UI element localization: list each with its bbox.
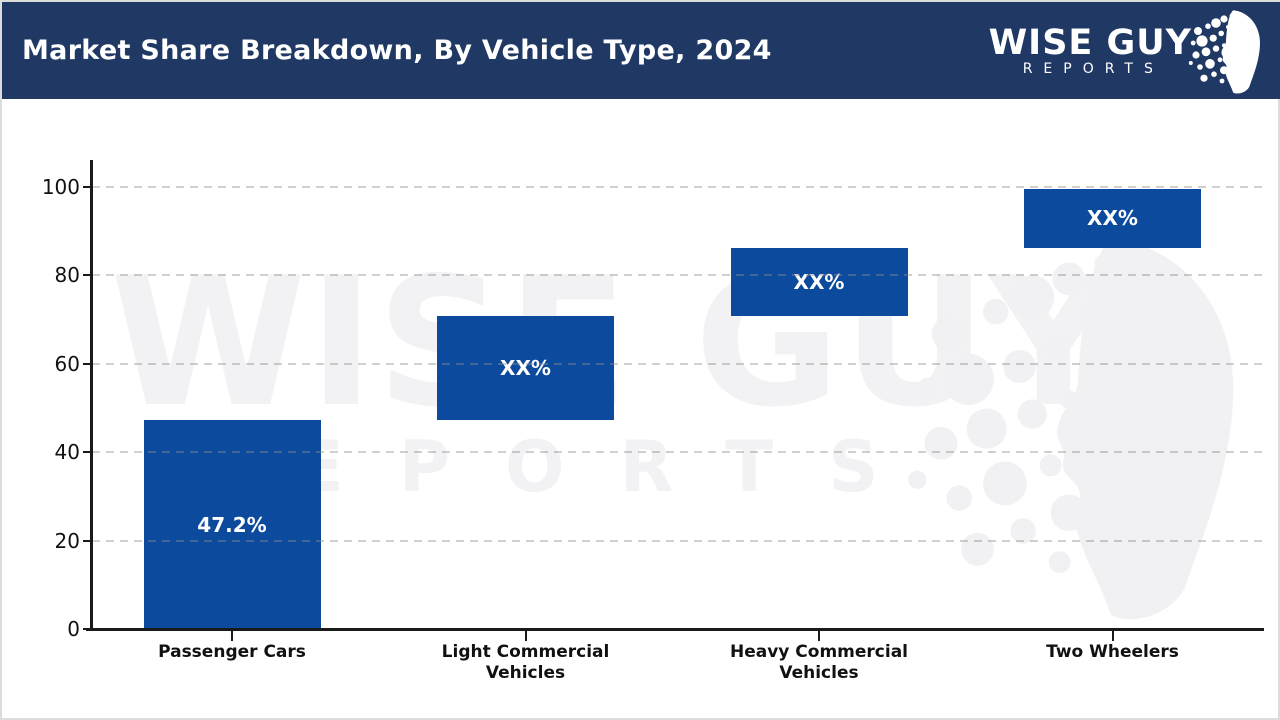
waterfall-bar: 47.2% xyxy=(143,420,321,629)
watermark-head-icon xyxy=(908,238,1234,620)
waterfall-bar: XX% xyxy=(1024,188,1201,248)
y-axis-tick-label: 60 xyxy=(54,351,80,376)
gridline xyxy=(92,539,1264,542)
logo-subtitle: REPORTS xyxy=(1022,61,1164,78)
gridline xyxy=(92,186,1264,188)
page-title: Market Share Breakdown, By Vehicle Type,… xyxy=(22,35,772,66)
gridline xyxy=(92,362,1264,365)
y-axis-tick-label: 80 xyxy=(54,263,80,288)
wise-guy-logo: WISE GUY REPORTS xyxy=(989,6,1274,96)
bar-value-label: XX% xyxy=(500,356,551,381)
gridline xyxy=(92,274,1264,277)
x-axis-category-label: Light Commercial Vehicles xyxy=(441,642,610,684)
y-tick xyxy=(83,539,91,542)
y-tick xyxy=(83,451,91,454)
x-tick xyxy=(1111,629,1114,641)
x-axis-category-label: Two Wheelers xyxy=(1046,642,1179,662)
waterfall-bar: XX% xyxy=(730,247,908,317)
bar-value-label: 47.2% xyxy=(197,512,267,537)
y-axis-tick-label: 0 xyxy=(67,617,80,641)
x-axis-category-label: Passenger Cars xyxy=(158,642,306,662)
x-tick xyxy=(231,629,233,641)
y-tick xyxy=(83,362,91,365)
gridline xyxy=(92,451,1264,454)
y-axis-tick-label: 20 xyxy=(54,528,80,553)
waterfall-bar: XX% xyxy=(437,316,614,421)
header-bar: Market Share Breakdown, By Vehicle Type,… xyxy=(2,2,1280,99)
bar-value-label: XX% xyxy=(793,270,845,295)
logo-head-icon xyxy=(1188,10,1261,94)
y-axis-tick-label: 40 xyxy=(54,440,80,465)
logo-text: WISE GUY REPORTS xyxy=(988,22,1192,78)
x-axis-category-label: Heavy Commercial Vehicles xyxy=(729,642,908,684)
x-axis-line xyxy=(86,628,1264,631)
y-axis-tick-label: 100 xyxy=(41,175,80,199)
y-tick xyxy=(83,186,91,188)
x-tick xyxy=(524,629,527,641)
logo-wordmark: WISE GUY xyxy=(988,22,1192,63)
y-tick xyxy=(83,274,91,277)
y-axis-line xyxy=(90,160,93,631)
x-tick xyxy=(818,629,820,641)
bar-value-label: XX% xyxy=(1087,206,1138,231)
